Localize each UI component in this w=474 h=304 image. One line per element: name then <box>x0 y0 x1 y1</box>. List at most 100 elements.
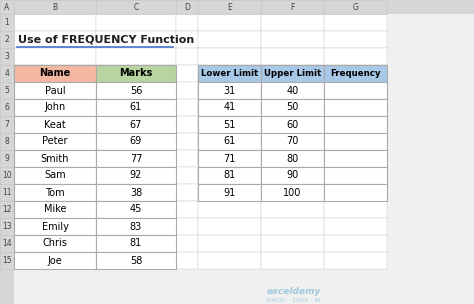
Bar <box>324 48 387 65</box>
Bar <box>0 0 14 14</box>
Bar <box>261 184 324 201</box>
Bar <box>14 82 96 99</box>
Text: 81: 81 <box>130 239 142 248</box>
Bar <box>198 65 261 82</box>
Text: 41: 41 <box>223 102 236 112</box>
Text: 80: 80 <box>286 154 299 164</box>
Text: 5: 5 <box>5 86 9 95</box>
Bar <box>198 116 261 133</box>
Bar <box>324 218 387 235</box>
Text: 60: 60 <box>286 119 299 130</box>
Bar <box>324 184 387 201</box>
Bar <box>176 14 198 31</box>
Bar <box>176 218 198 235</box>
Bar <box>96 82 176 99</box>
Bar <box>96 150 176 167</box>
Bar <box>14 65 96 82</box>
Bar <box>324 82 387 99</box>
Text: Joe: Joe <box>47 255 63 265</box>
Text: 40: 40 <box>286 85 299 95</box>
Bar <box>14 65 96 82</box>
Bar <box>324 99 387 116</box>
Text: 77: 77 <box>130 154 142 164</box>
Bar <box>14 133 96 150</box>
Bar <box>14 150 96 167</box>
Text: 58: 58 <box>130 255 142 265</box>
Bar <box>96 201 176 218</box>
Bar <box>0 167 14 184</box>
Bar <box>96 235 176 252</box>
Bar <box>261 82 324 99</box>
Bar <box>261 133 324 150</box>
Bar <box>198 82 261 99</box>
Text: Tom: Tom <box>45 188 65 198</box>
Bar <box>261 99 324 116</box>
Bar <box>176 252 198 269</box>
Bar <box>198 252 261 269</box>
Bar <box>96 167 176 184</box>
Bar <box>261 116 324 133</box>
Bar <box>0 150 14 167</box>
Bar <box>176 99 198 116</box>
Bar <box>0 0 14 304</box>
Bar <box>198 133 261 150</box>
Bar <box>324 150 387 167</box>
Bar <box>96 252 176 269</box>
Bar <box>324 116 387 133</box>
Bar <box>0 218 14 235</box>
Bar <box>324 201 387 218</box>
Text: EXCEL · DATA · BI: EXCEL · DATA · BI <box>267 298 321 302</box>
Text: Frequency: Frequency <box>330 69 381 78</box>
Bar <box>14 252 96 269</box>
Bar <box>198 133 261 150</box>
Text: 92: 92 <box>130 171 142 181</box>
Bar <box>14 201 96 218</box>
Bar <box>261 150 324 167</box>
Text: 4: 4 <box>5 69 9 78</box>
Bar <box>0 252 14 269</box>
Bar <box>198 48 261 65</box>
Bar <box>96 0 176 14</box>
Bar <box>96 65 176 82</box>
Bar <box>261 167 324 184</box>
Bar <box>176 65 198 82</box>
Bar <box>96 116 176 133</box>
Bar <box>198 99 261 116</box>
Bar <box>0 82 14 99</box>
Bar <box>0 0 474 14</box>
Bar <box>96 133 176 150</box>
Text: Emily: Emily <box>42 222 68 232</box>
Text: Keat: Keat <box>44 119 66 130</box>
Bar <box>176 82 198 99</box>
Bar <box>176 150 198 167</box>
Bar <box>261 116 324 133</box>
Text: Chris: Chris <box>43 239 67 248</box>
Bar <box>324 65 387 82</box>
Bar <box>198 184 261 201</box>
Bar <box>261 184 324 201</box>
Text: 91: 91 <box>223 188 236 198</box>
Bar <box>261 82 324 99</box>
Bar <box>0 14 14 31</box>
Bar <box>96 65 176 82</box>
Text: 7: 7 <box>5 120 9 129</box>
Bar <box>324 116 387 133</box>
Text: Upper Limit: Upper Limit <box>264 69 321 78</box>
Bar <box>96 31 176 48</box>
Bar <box>324 0 387 14</box>
Text: 50: 50 <box>286 102 299 112</box>
Text: Mike: Mike <box>44 205 66 215</box>
Bar <box>198 150 261 167</box>
Text: Lower Limit: Lower Limit <box>201 69 258 78</box>
Bar <box>261 252 324 269</box>
Bar <box>261 167 324 184</box>
Text: 61: 61 <box>130 102 142 112</box>
Bar <box>198 150 261 167</box>
Bar <box>261 31 324 48</box>
Text: 61: 61 <box>223 136 236 147</box>
Bar <box>198 235 261 252</box>
Bar <box>198 201 261 218</box>
Bar <box>14 167 96 184</box>
Bar <box>14 133 96 150</box>
Text: 8: 8 <box>5 137 9 146</box>
